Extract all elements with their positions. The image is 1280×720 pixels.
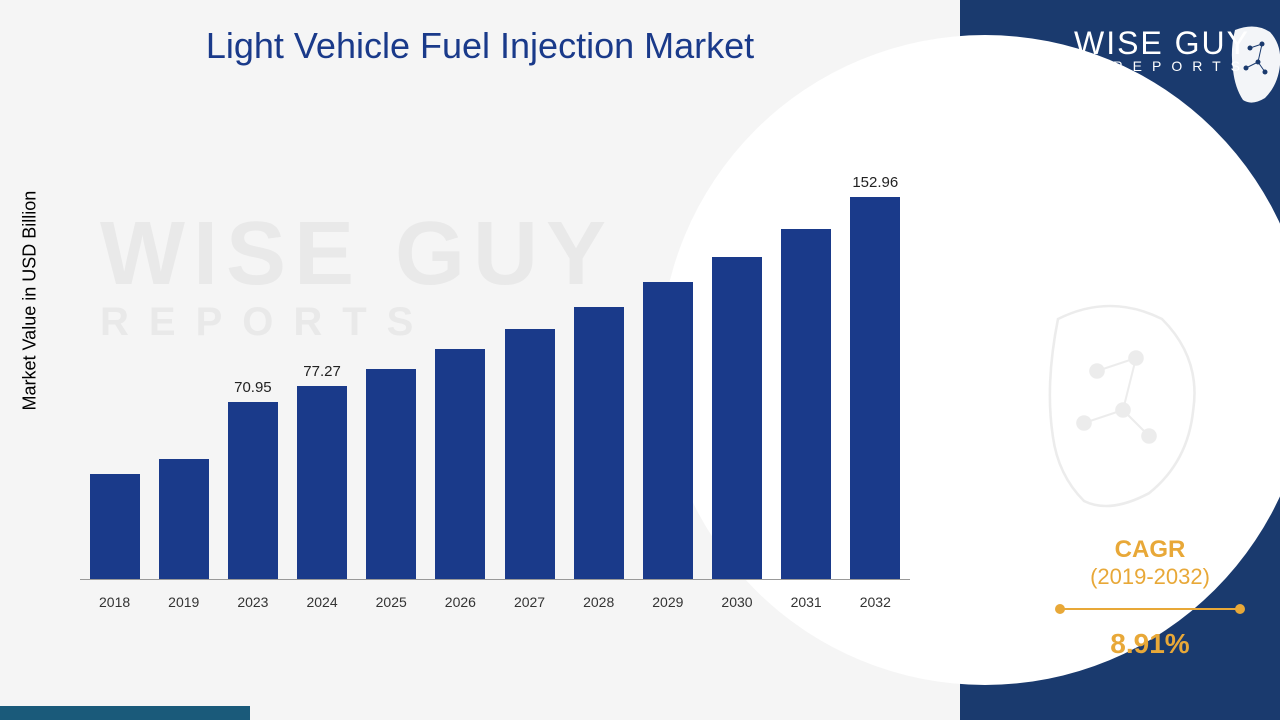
bar bbox=[574, 307, 624, 580]
chart-title: Light Vehicle Fuel Injection Market bbox=[0, 25, 960, 67]
x-axis-label: 2024 bbox=[292, 588, 352, 610]
bar-wrapper: 77.27 bbox=[292, 363, 352, 579]
bar-wrapper bbox=[500, 323, 560, 579]
x-axis-label: 2018 bbox=[85, 588, 145, 610]
bar bbox=[90, 474, 140, 579]
x-axis-label: 2032 bbox=[845, 588, 905, 610]
bar-wrapper: 70.95 bbox=[223, 379, 283, 579]
bar bbox=[712, 257, 762, 580]
bar bbox=[228, 402, 278, 579]
x-axis-label: 2025 bbox=[361, 588, 421, 610]
cagr-period: (2019-2032) bbox=[1060, 564, 1240, 590]
cagr-divider bbox=[1060, 608, 1240, 610]
x-axis-label: 2027 bbox=[500, 588, 560, 610]
bar bbox=[366, 369, 416, 579]
x-axis-label: 2029 bbox=[638, 588, 698, 610]
cagr-block: CAGR (2019-2032) 8.91% bbox=[1060, 536, 1240, 660]
bar-value-label: 152.96 bbox=[852, 174, 898, 191]
bar-value-label: 70.95 bbox=[234, 379, 272, 396]
x-axis-labels: 2018 2019 2023 2024 2025 2026 2027 2028 2029 2030… bbox=[80, 588, 910, 610]
bar-wrapper bbox=[85, 468, 145, 579]
cagr-value: 8.91% bbox=[1060, 628, 1240, 660]
bar bbox=[850, 197, 900, 579]
bars-area: 70.9577.27152.96 bbox=[80, 180, 910, 580]
bottom-accent-bar bbox=[0, 706, 250, 720]
side-watermark-head-icon bbox=[980, 280, 1240, 540]
y-axis-label: Market Value in USD Billion bbox=[20, 191, 41, 411]
bar-wrapper bbox=[430, 343, 490, 579]
bar bbox=[643, 282, 693, 580]
x-axis-label: 2030 bbox=[707, 588, 767, 610]
x-axis-label: 2023 bbox=[223, 588, 283, 610]
bar-wrapper bbox=[154, 453, 214, 579]
bar-chart: 70.9577.27152.96 20182019202320242025202… bbox=[80, 180, 910, 610]
bar-wrapper bbox=[638, 276, 698, 580]
bar-wrapper bbox=[361, 363, 421, 579]
bar-wrapper bbox=[569, 301, 629, 580]
bar-value-label: 77.27 bbox=[303, 363, 341, 380]
bar bbox=[435, 349, 485, 579]
x-axis-label: 2026 bbox=[430, 588, 490, 610]
bar-wrapper bbox=[776, 223, 836, 579]
bar bbox=[781, 229, 831, 579]
bar bbox=[159, 459, 209, 579]
bar bbox=[297, 386, 347, 579]
bar-wrapper bbox=[707, 251, 767, 580]
logo-main-text: WISE GUY bbox=[1074, 25, 1250, 62]
brand-logo: WISE GUY REPORTS bbox=[1074, 25, 1250, 74]
x-axis-label: 2028 bbox=[569, 588, 629, 610]
cagr-title: CAGR bbox=[1060, 536, 1240, 564]
bar-wrapper: 152.96 bbox=[845, 174, 905, 579]
bar bbox=[505, 329, 555, 579]
x-axis-label: 2019 bbox=[154, 588, 214, 610]
x-axis-label: 2031 bbox=[776, 588, 836, 610]
